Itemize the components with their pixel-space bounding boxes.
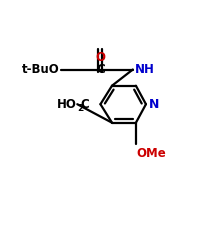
Text: HO: HO xyxy=(57,98,77,111)
Text: C: C xyxy=(80,98,89,111)
Text: C: C xyxy=(96,63,105,76)
Text: 2: 2 xyxy=(77,104,84,113)
Text: N: N xyxy=(149,98,159,111)
Text: OMe: OMe xyxy=(137,147,166,160)
Text: t-BuO: t-BuO xyxy=(22,63,60,76)
Text: NH: NH xyxy=(135,63,155,76)
Text: O: O xyxy=(96,51,105,64)
